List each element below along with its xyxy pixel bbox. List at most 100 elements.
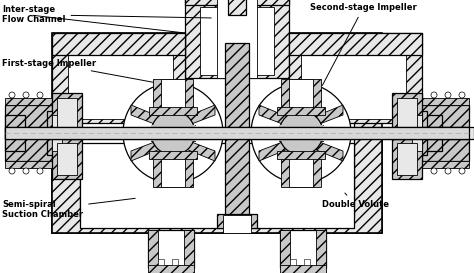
Bar <box>184 230 194 268</box>
Circle shape <box>9 92 15 98</box>
Bar <box>5 105 52 161</box>
Bar <box>158 259 164 265</box>
Circle shape <box>445 168 451 174</box>
Bar <box>422 115 442 151</box>
Circle shape <box>431 92 437 98</box>
Circle shape <box>23 92 29 98</box>
Bar <box>5 127 469 139</box>
Bar <box>422 98 469 105</box>
Bar <box>280 230 326 268</box>
Circle shape <box>37 168 43 174</box>
Ellipse shape <box>301 130 315 135</box>
Text: Double Volute: Double Volute <box>322 193 389 209</box>
Circle shape <box>459 168 465 174</box>
Bar <box>316 230 326 268</box>
Circle shape <box>459 92 465 98</box>
Bar <box>200 7 274 75</box>
Ellipse shape <box>267 130 281 135</box>
Bar <box>397 143 417 175</box>
Bar <box>161 155 185 187</box>
Bar <box>277 151 325 159</box>
Bar <box>185 0 289 5</box>
Bar <box>397 98 417 133</box>
Bar <box>217 0 257 78</box>
Bar <box>223 215 251 233</box>
Text: Inter-stage
Flow Channel: Inter-stage Flow Channel <box>2 5 211 24</box>
Bar <box>57 143 77 175</box>
Bar <box>392 93 422 139</box>
Bar <box>277 107 325 115</box>
Polygon shape <box>259 105 293 128</box>
Text: First-stage Impeller: First-stage Impeller <box>2 58 165 85</box>
Bar <box>280 265 326 273</box>
Polygon shape <box>181 105 215 128</box>
Bar <box>289 155 313 187</box>
Bar <box>153 79 193 111</box>
Bar <box>161 79 185 111</box>
Bar <box>14 127 52 139</box>
Circle shape <box>151 111 195 155</box>
Bar <box>5 161 52 168</box>
Ellipse shape <box>233 130 247 135</box>
Bar <box>281 79 321 111</box>
Bar <box>422 127 474 139</box>
Bar <box>301 44 406 119</box>
Bar <box>289 79 313 111</box>
Bar <box>151 125 195 141</box>
Circle shape <box>37 92 43 98</box>
Bar <box>279 125 323 141</box>
Bar <box>149 151 197 159</box>
Polygon shape <box>309 138 343 161</box>
Bar <box>422 105 469 161</box>
Bar <box>153 155 193 187</box>
Bar <box>52 139 82 179</box>
Bar <box>228 0 246 15</box>
Bar <box>225 43 249 223</box>
Polygon shape <box>181 138 215 161</box>
Polygon shape <box>309 105 343 128</box>
Bar <box>392 139 422 179</box>
Bar <box>52 93 82 139</box>
Bar <box>289 33 422 55</box>
Ellipse shape <box>193 130 207 135</box>
Circle shape <box>23 168 29 174</box>
Ellipse shape <box>158 130 172 135</box>
Ellipse shape <box>123 130 137 135</box>
Bar <box>52 33 185 55</box>
Bar <box>52 33 382 233</box>
Text: Second-stage Impeller: Second-stage Impeller <box>310 3 417 85</box>
Bar <box>407 111 427 155</box>
Polygon shape <box>131 138 165 161</box>
Bar <box>5 115 25 151</box>
Bar <box>289 33 422 123</box>
Ellipse shape <box>333 130 347 135</box>
Polygon shape <box>131 105 165 128</box>
Circle shape <box>9 168 15 174</box>
Bar <box>52 135 382 233</box>
Bar <box>148 230 194 268</box>
Bar <box>5 127 469 139</box>
Bar <box>5 98 52 105</box>
Bar <box>185 0 289 78</box>
Polygon shape <box>259 138 293 161</box>
Bar <box>47 111 67 155</box>
Bar <box>280 230 290 268</box>
Bar <box>231 127 243 139</box>
Circle shape <box>123 83 223 183</box>
Bar <box>57 98 77 133</box>
Circle shape <box>431 168 437 174</box>
Bar <box>80 143 354 228</box>
Bar <box>412 115 422 151</box>
Circle shape <box>445 92 451 98</box>
Bar <box>148 230 158 268</box>
Bar <box>149 107 197 115</box>
Circle shape <box>279 111 323 155</box>
Bar <box>148 265 194 273</box>
Bar <box>80 48 354 218</box>
Bar <box>217 214 257 228</box>
Circle shape <box>251 83 351 183</box>
Bar <box>52 115 62 151</box>
Bar <box>172 259 178 265</box>
Bar <box>68 44 173 119</box>
Bar <box>304 259 310 265</box>
